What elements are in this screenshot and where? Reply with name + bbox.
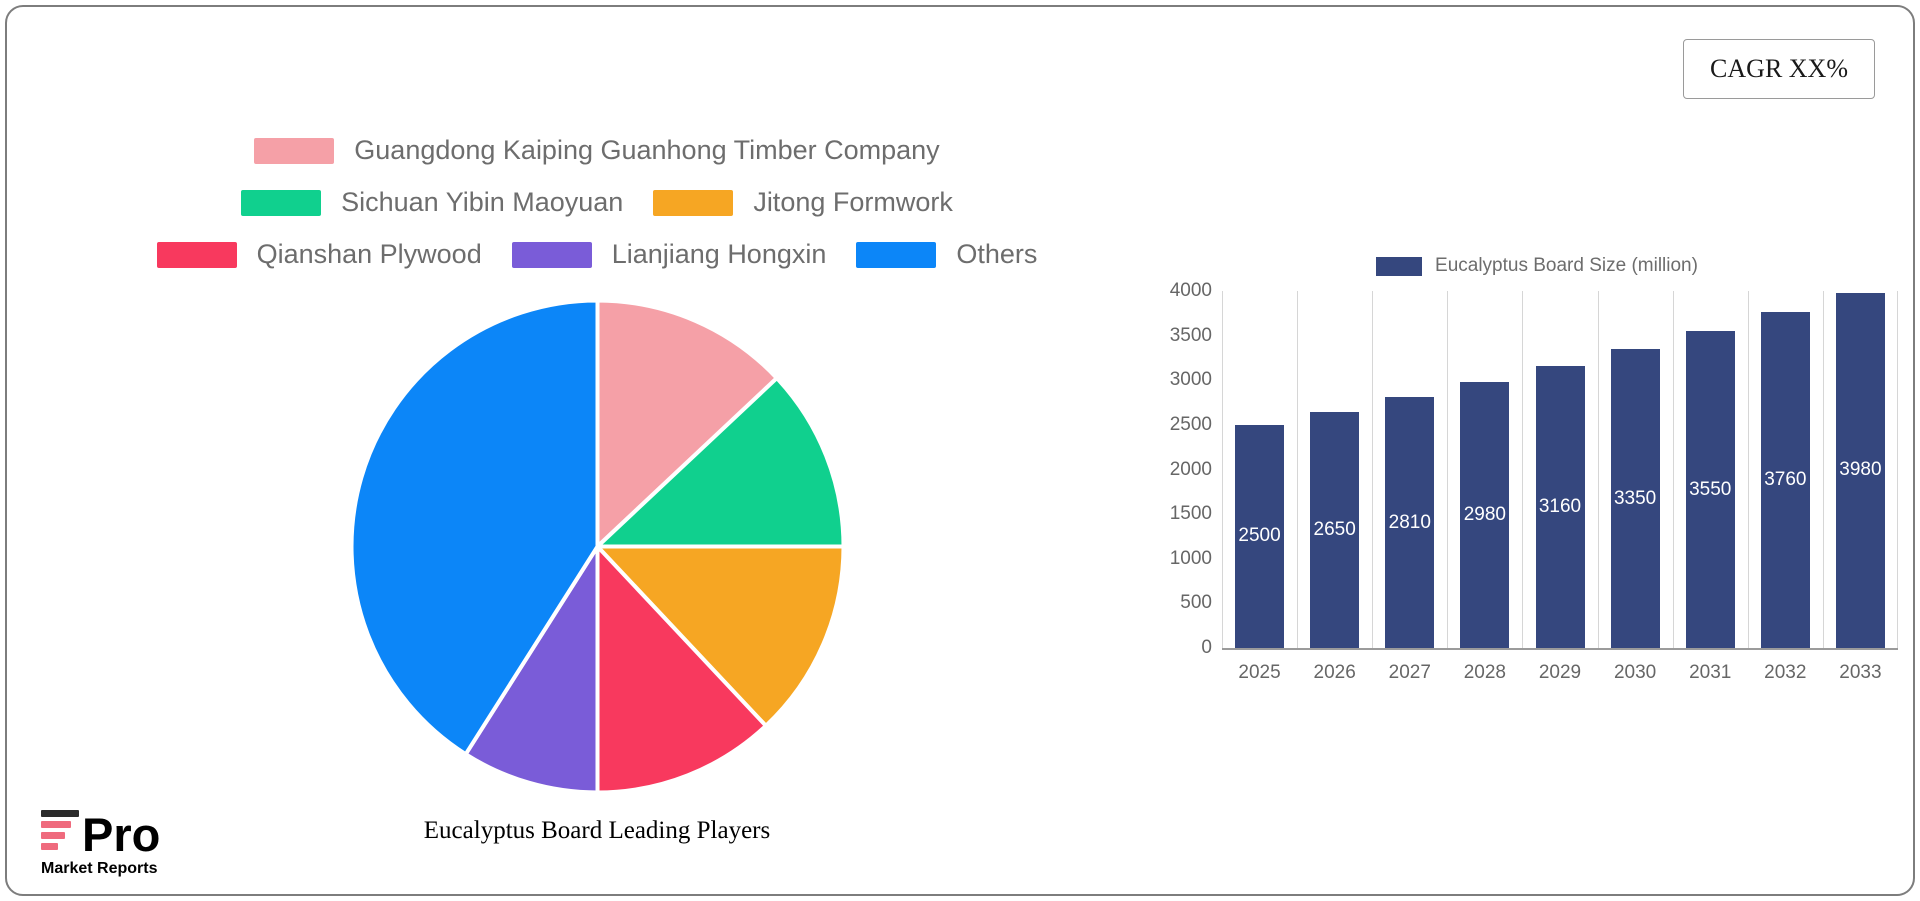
legend-swatch bbox=[856, 241, 937, 268]
bar-plot: 2500 2650 2810 2980 3160 3350 3550 3760 3980 bbox=[1222, 291, 1898, 650]
bar-value-label: 3550 bbox=[1689, 478, 1732, 500]
cagr-box: CAGR XX% bbox=[1683, 39, 1875, 99]
pie-slice bbox=[595, 298, 779, 549]
pie-legend-row: Qianshan Plywood Lianjiang Hongxin Others bbox=[156, 239, 1037, 270]
bar-value-label: 2650 bbox=[1313, 518, 1356, 540]
legend-item: Qianshan Plywood bbox=[156, 239, 482, 270]
logo-row: Pro bbox=[41, 810, 160, 858]
legend-swatch bbox=[241, 189, 322, 216]
legend-swatch bbox=[156, 241, 237, 268]
y-tick-label: 1000 bbox=[1169, 547, 1212, 569]
bar-chart-section: Eucalyptus Board Size (million) 0 500 1000… bbox=[1162, 255, 1912, 686]
legend-swatch bbox=[254, 137, 335, 164]
gridline bbox=[1598, 291, 1599, 648]
y-tick-label: 3000 bbox=[1169, 369, 1212, 391]
gridline bbox=[1447, 291, 1448, 648]
x-tick-label: 2025 bbox=[1238, 662, 1281, 683]
gridline bbox=[1522, 291, 1523, 648]
y-tick-label: 2000 bbox=[1169, 458, 1212, 480]
y-tick-label: 4000 bbox=[1169, 280, 1212, 301]
pie-slice bbox=[595, 544, 768, 795]
legend-item: Jitong Formwork bbox=[653, 187, 953, 218]
x-tick-label: 2033 bbox=[1839, 662, 1882, 683]
logo-tagline: Market Reports bbox=[41, 860, 158, 877]
bar-value-label: 2810 bbox=[1388, 511, 1431, 533]
bar-legend: Eucalyptus Board Size (million) bbox=[1162, 255, 1912, 277]
legend-swatch bbox=[653, 189, 734, 216]
pie-title: Eucalyptus Board Leading Players bbox=[423, 817, 771, 844]
bar: 2980 bbox=[1460, 382, 1510, 648]
legend-item-label: Jitong Formwork bbox=[753, 187, 953, 217]
pie-legend-row: Guangdong Kaiping Guanhong Timber Compan… bbox=[254, 135, 940, 166]
bar-legend-label: Eucalyptus Board Size (million) bbox=[1435, 255, 1698, 276]
pie-slice bbox=[595, 544, 845, 728]
bar: 2810 bbox=[1385, 397, 1435, 648]
y-tick-label: 0 bbox=[1201, 637, 1212, 658]
bar: 3350 bbox=[1610, 349, 1660, 648]
x-tick-label: 2026 bbox=[1313, 662, 1356, 683]
legend-item-label: Lianjiang Hongxin bbox=[611, 239, 827, 269]
bar: 3760 bbox=[1760, 312, 1810, 648]
bar-chart-body: 0 500 1000 1500 2000 2500 3000 3500 4000 2500 265… bbox=[1162, 280, 1912, 658]
pie-slice bbox=[349, 298, 599, 757]
x-tick-label: 2029 bbox=[1538, 662, 1582, 683]
pie-slice bbox=[463, 544, 599, 795]
logo-text: Pro bbox=[82, 808, 161, 861]
bar-y-axis: 0 500 1000 1500 2000 2500 3000 3500 4000 bbox=[1162, 280, 1222, 658]
x-tick-label: 2031 bbox=[1689, 662, 1732, 683]
bar-value-label: 3350 bbox=[1613, 487, 1657, 509]
legend-item-label: Qianshan Plywood bbox=[256, 239, 482, 269]
gridline bbox=[1897, 291, 1898, 648]
gridline bbox=[1222, 291, 1223, 648]
pie-legend: Guangdong Kaiping Guanhong Timber Compan… bbox=[156, 135, 1037, 270]
pie-legend-row: Sichuan Yibin Maoyuan Jitong Formwork bbox=[241, 187, 953, 218]
y-tick-label: 1500 bbox=[1169, 503, 1212, 525]
y-tick-label: 2500 bbox=[1169, 413, 1212, 435]
legend-item: Sichuan Yibin Maoyuan bbox=[241, 187, 623, 218]
pie-chart bbox=[345, 294, 850, 799]
x-tick-label: 2027 bbox=[1388, 662, 1431, 683]
gridline bbox=[1372, 291, 1373, 648]
pro-market-reports-logo: Pro Market Reports bbox=[41, 810, 160, 878]
bar: 3980 bbox=[1835, 292, 1885, 648]
logo-stripes-icon bbox=[41, 810, 79, 850]
bar: 2500 bbox=[1235, 424, 1285, 648]
bar-value-label: 2500 bbox=[1238, 525, 1281, 547]
legend-item: Guangdong Kaiping Guanhong Timber Compan… bbox=[254, 135, 940, 166]
legend-item: Lianjiang Hongxin bbox=[511, 239, 827, 270]
bar-x-axis: 2025 2026 2027 2028 2029 2030 2031 2032 2033 bbox=[1222, 650, 1898, 686]
x-tick-label: 2028 bbox=[1463, 662, 1507, 683]
bar-value-label: 3980 bbox=[1839, 459, 1882, 481]
legend-item: Others bbox=[856, 239, 1037, 270]
bar-value-label: 2980 bbox=[1463, 504, 1507, 526]
legend-item-label: Sichuan Yibin Maoyuan bbox=[341, 187, 624, 217]
y-tick-label: 3500 bbox=[1169, 324, 1212, 346]
pie-chart-svg bbox=[349, 298, 845, 795]
legend-item-label: Others bbox=[956, 239, 1038, 269]
gridline bbox=[1297, 291, 1298, 648]
gridline bbox=[1748, 291, 1749, 648]
bar-value-label: 3160 bbox=[1538, 495, 1582, 517]
bar: 2650 bbox=[1310, 411, 1360, 648]
gridline bbox=[1673, 291, 1674, 648]
bar: 3550 bbox=[1685, 331, 1735, 648]
pie-section: Guangdong Kaiping Guanhong Timber Compan… bbox=[7, 7, 1187, 845]
legend-swatch bbox=[511, 241, 592, 268]
x-tick-label: 2032 bbox=[1764, 662, 1807, 683]
y-tick-label: 500 bbox=[1180, 592, 1212, 614]
pie-slice bbox=[595, 376, 845, 549]
bar-legend-swatch bbox=[1376, 256, 1423, 276]
report-card: CAGR XX% Guangdong Kaiping Guanhong Timb… bbox=[5, 5, 1915, 896]
x-tick-label: 2030 bbox=[1613, 662, 1657, 683]
bar: 3160 bbox=[1535, 365, 1585, 648]
bar-value-label: 3760 bbox=[1764, 469, 1807, 491]
gridline bbox=[1823, 291, 1824, 648]
legend-item-label: Guangdong Kaiping Guanhong Timber Compan… bbox=[354, 135, 940, 165]
